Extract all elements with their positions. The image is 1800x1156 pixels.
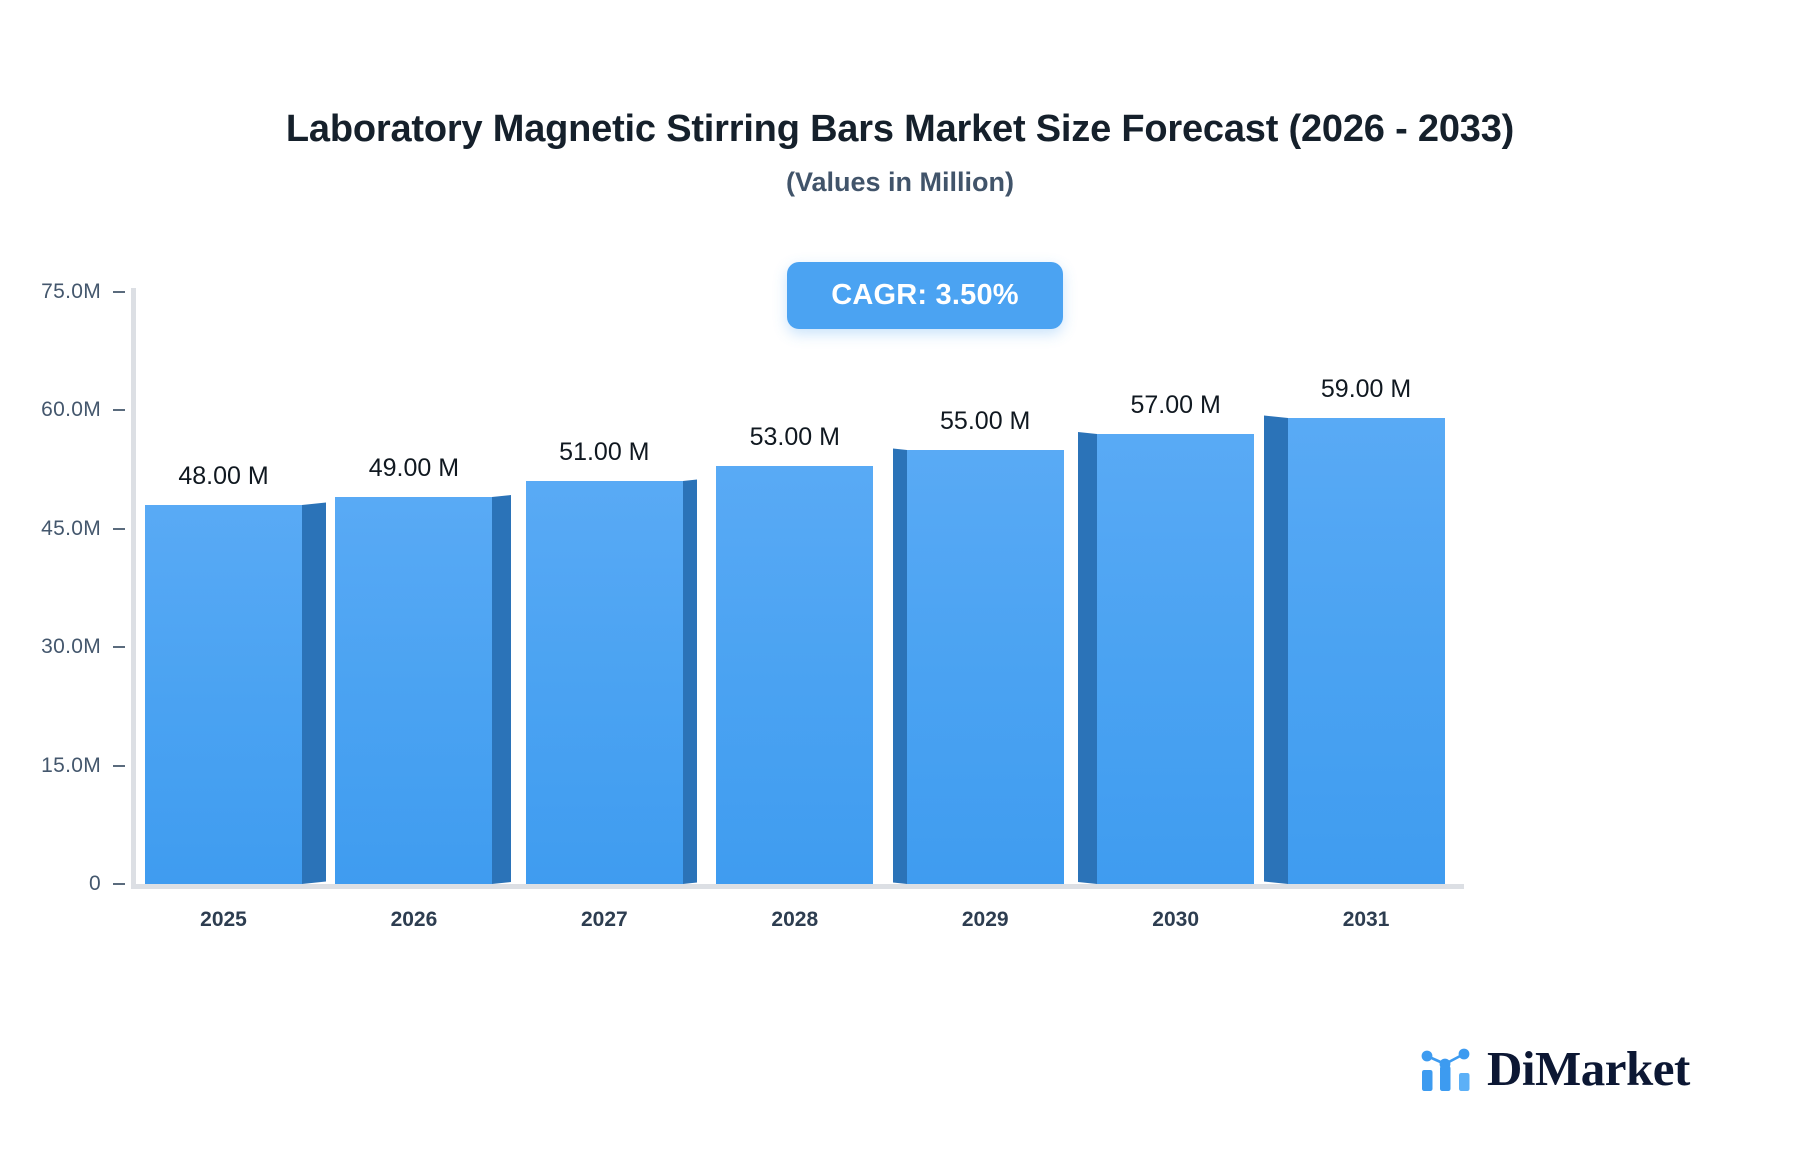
bar: 57.00 M <box>1078 391 1255 884</box>
x-axis-tick-label: 2031 <box>1342 908 1390 931</box>
bar: 55.00 M <box>892 407 1064 884</box>
y-axis-tick-label: 60.0M <box>41 398 101 422</box>
y-axis-tick-row: 30.0M <box>41 635 125 659</box>
y-axis-tick-label: 15.0M <box>41 753 101 777</box>
y-axis-line <box>131 288 136 889</box>
y-axis-tick-row: 60.0M <box>41 398 125 422</box>
bar: 59.00 M <box>1263 375 1445 884</box>
y-axis-tick: 60.0M <box>0 398 125 421</box>
bar: 49.00 M <box>335 454 512 884</box>
y-axis-tick-label: 30.0M <box>41 635 101 659</box>
bar: 48.00 M <box>145 462 326 884</box>
x-axis-tick-label: 2028 <box>771 908 819 931</box>
y-axis-tick: 75.0M <box>0 280 125 303</box>
y-axis-tick-row: 15.0M <box>41 754 125 778</box>
cagr-badge-label: CAGR: 3.50% <box>831 279 1019 311</box>
x-axis-tick-label: 2030 <box>1152 908 1199 931</box>
bar-value-label: 51.00 M <box>559 438 650 467</box>
y-axis-tick-mark <box>113 409 125 412</box>
bar-value-label: 55.00 M <box>940 406 1031 435</box>
bar-front-face <box>145 505 302 884</box>
y-axis-tick-mark <box>113 527 125 530</box>
y-axis-tick: 15.0M <box>0 754 125 777</box>
y-axis-tick: 30.0M <box>0 635 125 658</box>
bar-side-face <box>302 502 326 884</box>
bar-value-label: 59.00 M <box>1320 375 1412 404</box>
bar-front-face <box>335 497 493 884</box>
brand-logo: DiMarket <box>1418 1043 1690 1093</box>
x-axis-line <box>131 884 1464 889</box>
y-axis-tick-row: 45.0M <box>41 517 125 541</box>
x-axis-tick-label: 2027 <box>580 908 628 931</box>
x-axis-tick-label: 2026 <box>390 908 438 931</box>
y-axis-tick-mark <box>113 883 125 885</box>
y-axis-tick-mark <box>113 764 125 767</box>
cagr-badge: CAGR: 3.50% <box>787 262 1063 329</box>
bar-front-face <box>906 449 1064 884</box>
bar-front-face <box>1287 418 1445 884</box>
y-axis-tick-mark <box>113 291 125 293</box>
bar: 51.00 M <box>525 438 697 884</box>
bar-front-face <box>716 465 874 884</box>
chart-title: Laboratory Magnetic Stirring Bars Market… <box>285 108 1515 150</box>
y-axis-tick: 0 <box>0 872 125 895</box>
bar-side-face <box>1078 432 1098 884</box>
y-axis-tick: 45.0M <box>0 517 125 540</box>
chart-subtitle: (Values in Million) <box>785 167 1015 197</box>
y-axis-tick-label: 45.0M <box>41 516 101 540</box>
bar-side-face <box>892 448 907 884</box>
x-axis-tick-label: 2025 <box>200 908 247 931</box>
bar-chart-trend-icon <box>1418 1043 1474 1093</box>
brand-name: DiMarket <box>1487 1040 1690 1096</box>
y-axis-tick-row: 75.0M <box>41 280 125 304</box>
bar-front-face <box>525 481 683 884</box>
x-axis-tick-label: 2029 <box>961 908 1009 931</box>
bar-side-face <box>1263 415 1288 884</box>
y-axis-tick-label: 0 <box>89 872 101 895</box>
bar-front-face <box>1097 434 1255 884</box>
y-axis-tick-mark <box>113 646 125 649</box>
y-axis-tick-label: 75.0M <box>41 280 101 303</box>
bar-side-face <box>682 479 697 884</box>
bar-value-label: 53.00 M <box>749 422 840 451</box>
bar-value-label: 49.00 M <box>368 454 460 483</box>
bar-value-label: 57.00 M <box>1130 391 1221 420</box>
bar-value-label: 48.00 M <box>178 462 269 491</box>
y-axis-tick-row: 0 <box>89 872 125 896</box>
bar: 53.00 M <box>716 423 874 884</box>
bar-side-face <box>492 495 512 884</box>
